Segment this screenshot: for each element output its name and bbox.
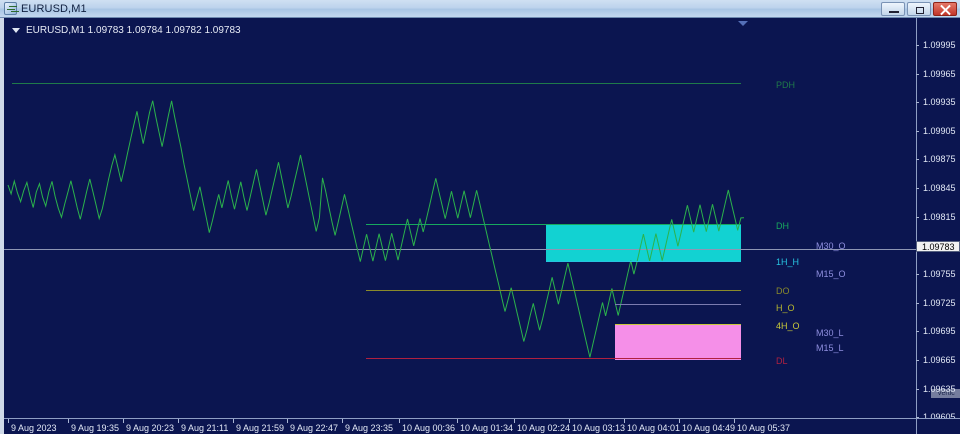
time-tick: 10 Aug 04:49 bbox=[679, 419, 735, 433]
chart-label-pdh: PDH bbox=[776, 80, 796, 90]
chart-label-4h-o: 4H_O bbox=[776, 321, 800, 331]
close-button[interactable] bbox=[933, 1, 957, 16]
price-tick: 1.09845 bbox=[916, 183, 960, 194]
hline-dh[interactable] bbox=[366, 224, 741, 225]
window-controls bbox=[881, 1, 957, 16]
time-tick: 10 Aug 00:36 bbox=[399, 419, 455, 433]
hline-dl[interactable] bbox=[366, 358, 741, 359]
price-tick: 1.09725 bbox=[916, 298, 960, 309]
price-tick: 1.09905 bbox=[916, 126, 960, 137]
chart-label-1h-h: 1H_H bbox=[776, 257, 800, 267]
time-tick: 10 Aug 04:01 bbox=[624, 419, 680, 433]
time-tick: 9 Aug 2023 bbox=[8, 419, 57, 433]
chart-label-m30-o: M30_O bbox=[816, 241, 846, 251]
quote-info-line: EURUSD,M1 1.09783 1.09784 1.09782 1.0978… bbox=[12, 24, 241, 36]
hline-h_o[interactable] bbox=[615, 304, 741, 305]
price-tick: 1.09755 bbox=[916, 269, 960, 280]
price-tick: 1.09605 bbox=[916, 412, 960, 423]
chart-window-icon bbox=[4, 2, 17, 15]
time-tick: 10 Aug 03:13 bbox=[569, 419, 625, 433]
time-scale[interactable]: 9 Aug 2023 9 Aug 19:35 9 Aug 20:23 9 Aug 21… bbox=[4, 418, 916, 434]
hline-4h_o[interactable] bbox=[615, 324, 741, 325]
chart-label-m30-l: M30_L bbox=[816, 328, 844, 338]
hline-bid[interactable] bbox=[4, 249, 916, 250]
chart-chevron-down-icon[interactable] bbox=[738, 21, 748, 26]
price-series-canvas bbox=[7, 100, 745, 358]
bid-price-label: 1.09783 bbox=[916, 241, 960, 252]
chart-label-do: DO bbox=[776, 286, 790, 296]
demand-zone[interactable] bbox=[615, 324, 741, 360]
time-tick: 9 Aug 20:23 bbox=[123, 419, 174, 433]
price-tick: 1.09815 bbox=[916, 212, 960, 223]
time-tick: 10 Aug 05:37 bbox=[734, 419, 790, 433]
time-tick: 10 Aug 01:34 bbox=[457, 419, 513, 433]
price-tick: 1.09695 bbox=[916, 326, 960, 337]
time-tick: 9 Aug 19:35 bbox=[68, 419, 119, 433]
hline-do[interactable] bbox=[366, 290, 741, 291]
chevron-down-icon[interactable] bbox=[12, 27, 20, 33]
price-tick: 1.09635 bbox=[916, 384, 960, 395]
price-tick: 1.09965 bbox=[916, 69, 960, 80]
chart-label-dl: DL bbox=[776, 356, 788, 366]
price-tick: 1.09665 bbox=[916, 355, 960, 366]
scale-corner bbox=[916, 418, 960, 434]
scale-watermark: Vertic bbox=[931, 389, 960, 398]
price-tick: 1.09875 bbox=[916, 154, 960, 165]
supply-zone[interactable] bbox=[546, 224, 741, 261]
maximize-button[interactable] bbox=[907, 1, 931, 16]
window-title: EURUSD,M1 bbox=[21, 2, 87, 15]
chart-label-m15-l: M15_L bbox=[816, 343, 844, 353]
chart-label-m15-o: M15_O bbox=[816, 269, 846, 279]
minimize-button[interactable] bbox=[881, 1, 905, 16]
time-tick: 9 Aug 23:35 bbox=[342, 419, 393, 433]
time-tick: 9 Aug 21:11 bbox=[178, 419, 228, 433]
time-tick: 9 Aug 21:59 bbox=[233, 419, 284, 433]
price-scale[interactable]: 1.09783 Vertic 1.09995 1.09965 1.09935 1.09… bbox=[916, 18, 960, 422]
chart-label-h-o: H_O bbox=[776, 303, 795, 313]
time-tick: 10 Aug 02:24 bbox=[514, 419, 570, 433]
price-tick: 1.09995 bbox=[916, 40, 960, 51]
hline-pdh[interactable] bbox=[12, 83, 741, 84]
chart-area[interactable]: EURUSD,M1 1.09783 1.09784 1.09782 1.0978… bbox=[0, 18, 960, 434]
price-line bbox=[7, 100, 745, 358]
window-title-bar: EURUSD,M1 bbox=[0, 0, 960, 18]
time-tick: 9 Aug 22:47 bbox=[287, 419, 338, 433]
quote-text: EURUSD,M1 1.09783 1.09784 1.09782 1.0978… bbox=[26, 24, 241, 36]
hline-1h_h[interactable] bbox=[546, 261, 741, 262]
plot-region[interactable]: EURUSD,M1 1.09783 1.09784 1.09782 1.0978… bbox=[4, 18, 916, 418]
price-tick: 1.09935 bbox=[916, 97, 960, 108]
chart-label-dh: DH bbox=[776, 221, 789, 231]
